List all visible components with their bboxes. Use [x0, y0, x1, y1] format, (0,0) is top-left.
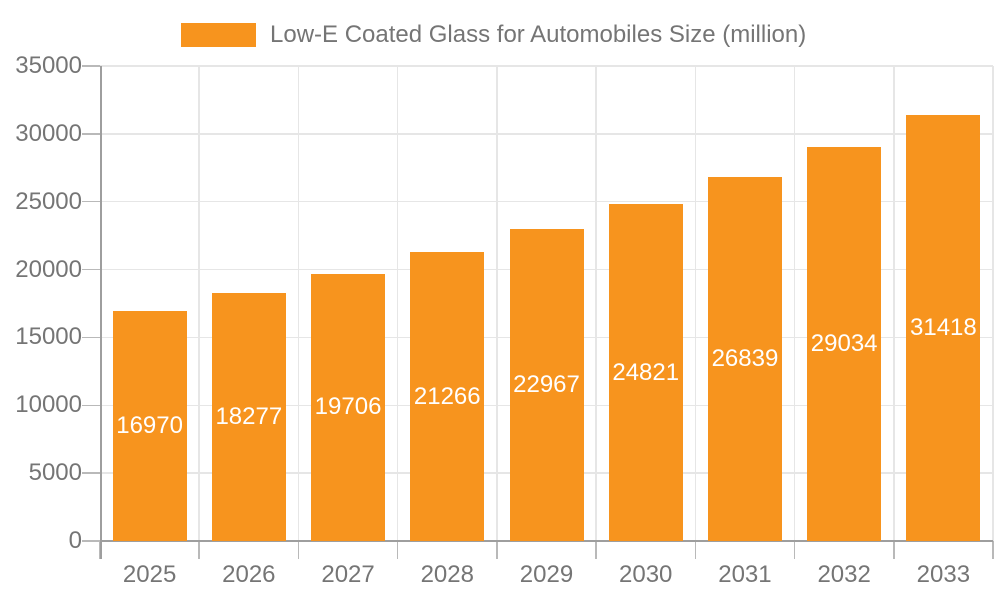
- y-tick-mark: [82, 336, 100, 339]
- y-tick-mark: [82, 200, 100, 203]
- x-tick-mark: [694, 541, 697, 559]
- y-tick-mark: [82, 65, 100, 67]
- x-tick-label: 2031: [718, 561, 772, 588]
- h-gridline: [100, 65, 993, 67]
- x-tick-label: 2025: [122, 561, 177, 588]
- bar-value-label: 19706: [314, 393, 382, 421]
- bar-2026[interactable]: 18277: [211, 292, 286, 541]
- x-tick-label: 2026: [222, 561, 276, 588]
- bar-2031[interactable]: 26839: [707, 176, 782, 541]
- bar-2029[interactable]: 22967: [509, 229, 584, 541]
- bar-value-label: 16970: [116, 411, 183, 439]
- x-tick-mark: [396, 541, 399, 559]
- h-gridline: [100, 200, 993, 203]
- y-tick-label: 5000: [28, 459, 82, 487]
- y-tick-label: 20000: [15, 255, 82, 283]
- v-gridline: [297, 66, 300, 541]
- x-tick-label: 2032: [817, 561, 871, 588]
- bar-value-label: 21266: [413, 382, 481, 410]
- plot-area: 16970 18277 19706 21266 22967 24821 26839 29034…: [82, 65, 994, 559]
- h-gridline: [100, 133, 993, 135]
- bar-2030[interactable]: 24821: [608, 204, 683, 541]
- y-tick-label: 15000: [15, 323, 82, 351]
- legend-label: Low-E Coated Glass for Automobiles Size …: [270, 20, 807, 48]
- bar-2025[interactable]: 16970: [112, 310, 187, 541]
- bar-2028[interactable]: 21266: [410, 252, 485, 541]
- bar-value-label: 24821: [612, 358, 680, 386]
- x-tick-mark: [992, 541, 994, 559]
- x-tick-label: 2033: [916, 561, 971, 588]
- x-tick-mark: [793, 541, 796, 559]
- x-tick-mark: [496, 541, 498, 559]
- x-tick-label: 2030: [619, 561, 673, 588]
- v-gridline: [595, 66, 597, 541]
- legend[interactable]: Low-E Coated Glass for Automobiles Size …: [181, 20, 807, 48]
- x-tick-mark: [893, 541, 895, 559]
- legend-swatch: [181, 22, 256, 47]
- y-tick-label: 10000: [15, 391, 82, 419]
- y-tick-mark: [82, 404, 100, 407]
- y-tick-mark: [82, 268, 100, 271]
- y-axis-line: [100, 66, 102, 559]
- y-tick-label: 25000: [15, 187, 82, 215]
- y-tick-mark: [82, 472, 100, 474]
- bar-value-label: 18277: [215, 402, 283, 430]
- x-tick-label: 2028: [420, 561, 474, 588]
- y-tick-label: 30000: [15, 119, 82, 147]
- bar-value-label: 29034: [810, 329, 878, 357]
- x-tick-mark: [198, 541, 200, 559]
- v-gridline: [694, 66, 697, 541]
- y-tick-mark: [82, 133, 100, 135]
- bar-2032[interactable]: 29034: [807, 146, 882, 541]
- x-tick-mark: [297, 541, 300, 559]
- bar-2027[interactable]: 19706: [311, 273, 386, 541]
- v-gridline: [793, 66, 796, 541]
- x-tick-label: 2027: [321, 561, 375, 588]
- v-gridline: [992, 66, 994, 541]
- v-gridline: [496, 66, 498, 541]
- bar-2033[interactable]: 31418: [906, 114, 981, 541]
- x-tick-mark: [595, 541, 597, 559]
- bar-value-label: 31418: [910, 313, 977, 341]
- y-tick-label: 0: [68, 527, 82, 554]
- bar-value-label: 26839: [711, 344, 779, 372]
- x-tick-label: 2029: [519, 561, 574, 588]
- v-gridline: [893, 66, 895, 541]
- v-gridline: [396, 66, 399, 541]
- y-tick-label: 35000: [15, 52, 82, 79]
- v-gridline: [198, 66, 200, 541]
- bar-value-label: 22967: [513, 371, 580, 399]
- y-tick-mark: [82, 540, 100, 542]
